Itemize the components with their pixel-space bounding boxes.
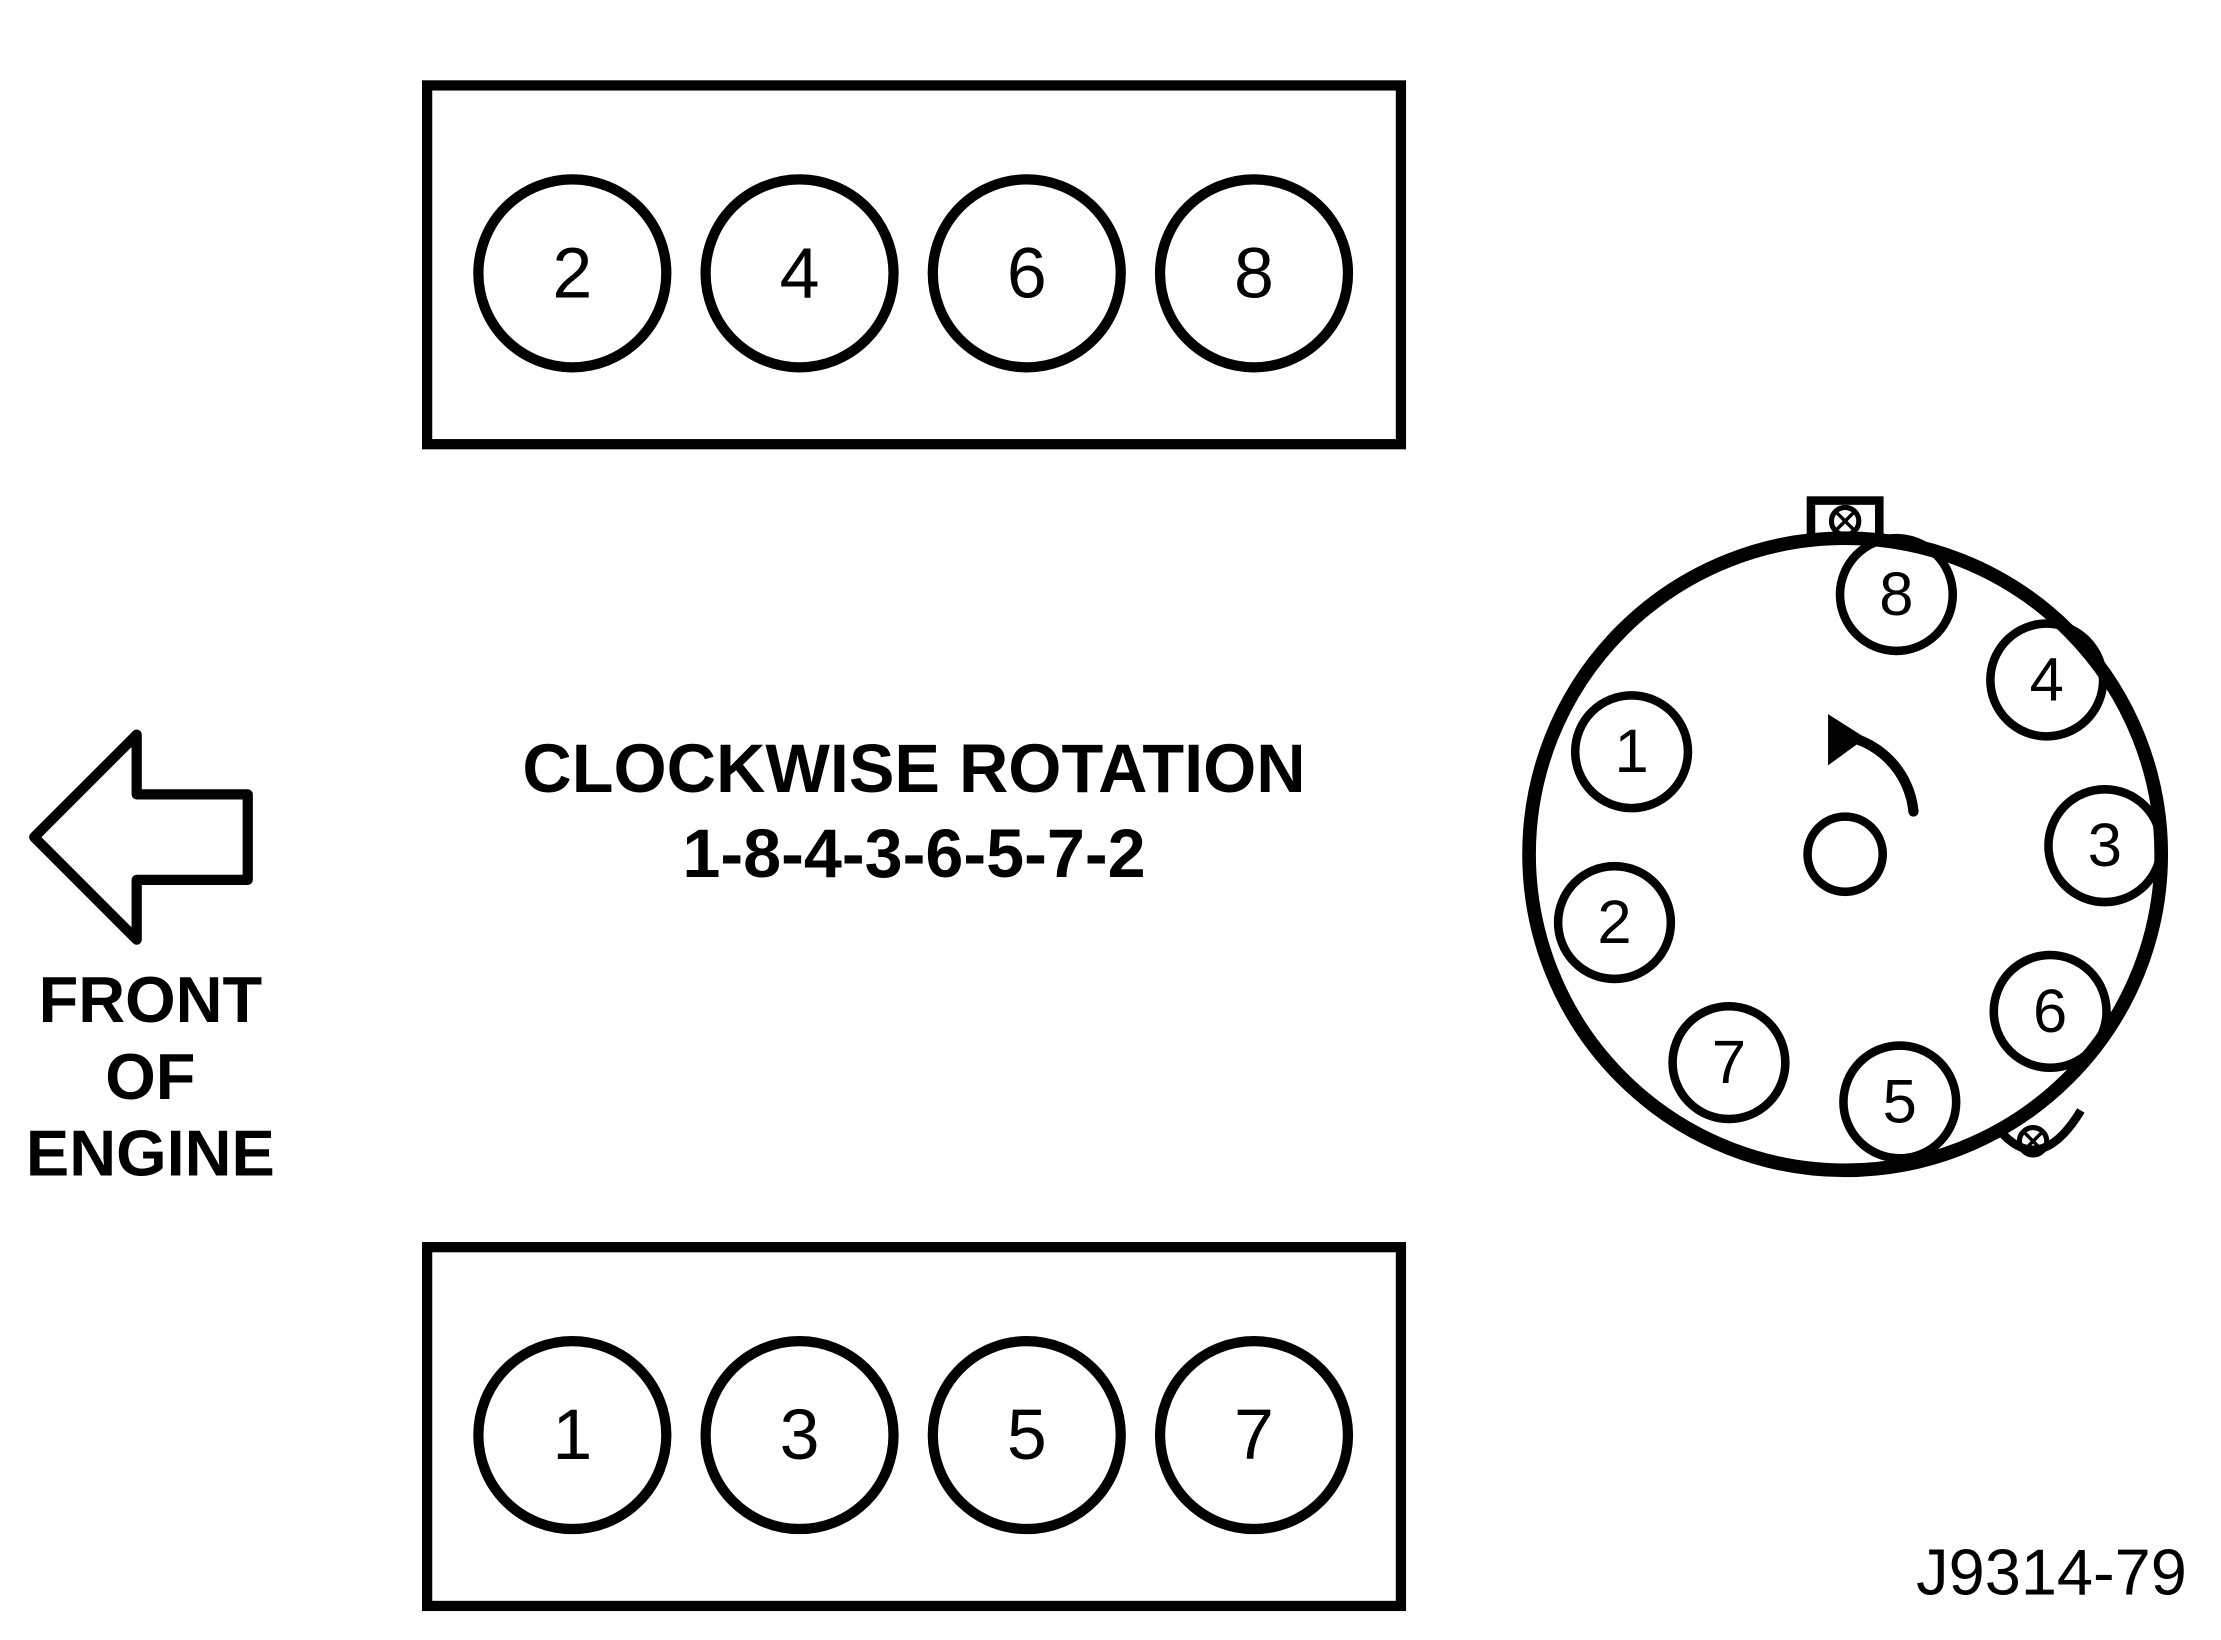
front-label-3: ENGINE	[26, 1117, 275, 1190]
cylinder-label-3: 3	[780, 1395, 820, 1475]
rotation-label: CLOCKWISE ROTATION	[522, 731, 1305, 807]
distributor-terminal-label-4: 4	[2030, 645, 2064, 714]
distributor-terminal-label-3: 3	[2088, 811, 2122, 880]
distributor-terminal-label-1: 1	[1614, 717, 1648, 786]
front-arrow-icon	[34, 735, 248, 940]
front-label-2: OF	[105, 1040, 195, 1113]
cylinder-label-8: 8	[1234, 233, 1274, 313]
part-number: J9314-79	[1916, 1535, 2187, 1608]
cylinder-label-7: 7	[1234, 1395, 1274, 1475]
cylinder-label-4: 4	[780, 233, 820, 313]
cylinder-label-1: 1	[552, 1395, 592, 1475]
cylinder-label-6: 6	[1007, 233, 1047, 313]
distributor-terminal-label-5: 5	[1883, 1067, 1917, 1136]
cylinder-label-5: 5	[1007, 1395, 1047, 1475]
distributor-terminal-label-7: 7	[1712, 1028, 1746, 1097]
firing-order-label: 1-8-4-3-6-5-7-2	[682, 816, 1145, 892]
distributor-terminal-label-8: 8	[1879, 560, 1913, 629]
distributor-cap	[1529, 538, 2161, 1170]
front-label-1: FRONT	[39, 963, 263, 1036]
distributor-terminal-label-6: 6	[2033, 977, 2067, 1046]
cylinder-label-2: 2	[552, 233, 592, 313]
distributor-terminal-label-2: 2	[1597, 888, 1631, 957]
firing-order-diagram: 2 4 6 8 1 3 5 7 CLOCKWISE ROTATION 1-8-4-3-6-5-7-…	[0, 0, 2221, 1640]
